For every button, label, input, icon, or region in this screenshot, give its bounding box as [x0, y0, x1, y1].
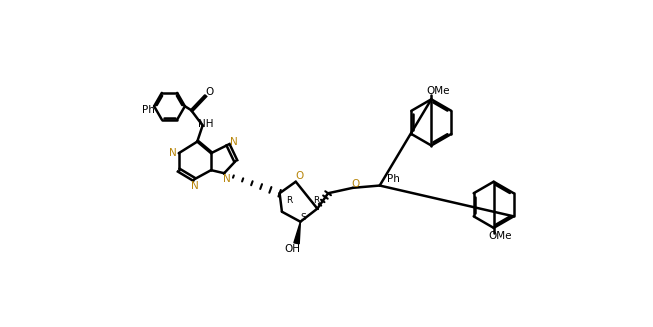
Text: R: R [287, 197, 293, 205]
Text: N: N [223, 174, 231, 183]
Text: N: N [191, 181, 199, 191]
Text: NH: NH [198, 119, 214, 129]
Text: O: O [296, 171, 304, 181]
Text: N: N [170, 148, 177, 158]
Text: OH: OH [285, 245, 300, 254]
Text: N: N [231, 137, 238, 147]
Text: O: O [352, 179, 360, 189]
Text: O: O [206, 87, 214, 97]
Text: R: R [313, 197, 320, 205]
Text: OMe: OMe [426, 86, 450, 96]
Text: Ph: Ph [387, 174, 400, 184]
Polygon shape [294, 222, 300, 244]
Text: S: S [300, 214, 306, 222]
Text: Ph: Ph [142, 105, 155, 115]
Text: OMe: OMe [489, 232, 513, 241]
